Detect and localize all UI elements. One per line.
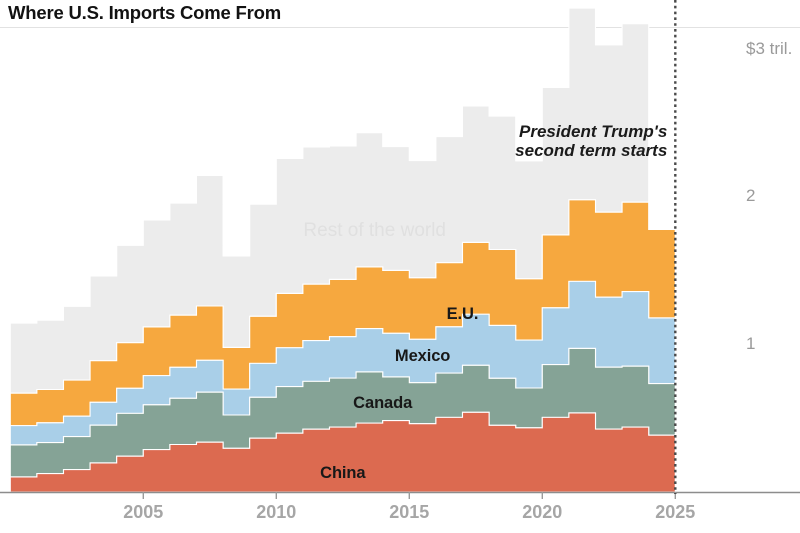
x-axis-label-2020: 2020 [522, 502, 563, 522]
trump-term-annotation-line-1: President Trump's [519, 122, 668, 141]
y-axis-label-1: 1 [746, 333, 756, 353]
series-label-rest-of-the-world: Rest of the world [303, 220, 447, 241]
series-label-e-u: E.U. [446, 305, 479, 323]
x-axis-label-2015: 2015 [389, 502, 430, 522]
title-divider [0, 27, 800, 28]
y-axis-label-3: $3 tril. [746, 38, 793, 58]
trump-term-annotation: President Trump's second term starts [515, 122, 667, 160]
y-axis-label-2: 2 [746, 186, 756, 205]
series-label-china: China [320, 464, 366, 482]
series-label-canada: Canada [353, 394, 413, 412]
page-title: Where U.S. Imports Come From [8, 2, 281, 23]
x-axis-label-2010: 2010 [256, 502, 297, 522]
x-axis-label-2005: 2005 [123, 502, 164, 522]
x-axis-label-2025: 2025 [655, 502, 696, 522]
series-label-mexico: Mexico [394, 347, 451, 365]
trump-term-annotation-line-2: second term starts [515, 141, 668, 161]
